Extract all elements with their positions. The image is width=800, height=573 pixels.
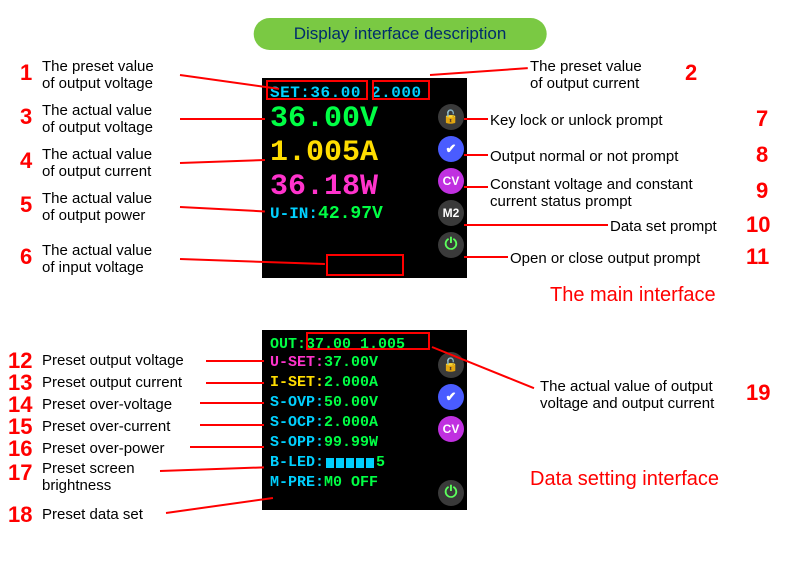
leader-15 xyxy=(200,424,264,426)
num-19: 19 xyxy=(746,380,770,406)
uin-label: U-IN: xyxy=(270,205,318,223)
out-voltage: 37.00 xyxy=(306,336,351,353)
num-16: 16 xyxy=(8,436,32,462)
iset-label: I-SET: xyxy=(270,373,324,393)
num-6: 6 xyxy=(20,244,32,270)
num-9: 9 xyxy=(756,178,768,204)
actual-power: 36.18W xyxy=(270,170,461,204)
num-5: 5 xyxy=(20,192,32,218)
socp-label: S-OCP: xyxy=(270,413,324,433)
iset-value: 2.000A xyxy=(324,373,378,393)
num-2: 2 xyxy=(685,60,697,86)
out-current: 1.005 xyxy=(360,336,405,353)
socp-value: 2.000A xyxy=(324,413,378,433)
out-label: OUT: xyxy=(270,336,306,353)
label-18: Preset data set xyxy=(42,506,143,523)
sopp-value: 99.99W xyxy=(324,433,378,453)
leader-18 xyxy=(166,497,273,514)
label-16: Preset over-power xyxy=(42,440,165,457)
m2-icon: M2 xyxy=(438,200,464,226)
num-1: 1 xyxy=(20,60,32,86)
uset-value: 37.00V xyxy=(324,353,378,373)
leader-3 xyxy=(180,118,265,120)
sovp-value: 50.00V xyxy=(324,393,378,413)
main-icons: 🔓 ✔ CV M2 ⏻ xyxy=(438,104,464,258)
leader-17 xyxy=(160,466,264,472)
leader-4 xyxy=(180,159,265,164)
label-13: Preset output current xyxy=(42,374,182,391)
leader-5 xyxy=(180,206,265,212)
leader-16 xyxy=(190,446,264,448)
set-current: 2.000 xyxy=(371,84,422,102)
actual-voltage: 36.00V xyxy=(270,102,461,136)
label-12: Preset output voltage xyxy=(42,352,184,369)
actual-current: 1.005A xyxy=(270,136,461,170)
set-voltage: 36.00 xyxy=(310,84,361,102)
bled-value: 5 xyxy=(376,453,385,473)
sopp-label: S-OPP: xyxy=(270,433,324,453)
label-17: Preset screen brightness xyxy=(42,460,135,494)
section-main-title: The main interface xyxy=(550,284,716,307)
num-10: 10 xyxy=(746,212,770,238)
label-2: The preset value of output current xyxy=(530,58,642,92)
power-icon: ⏻ xyxy=(438,232,464,258)
lock-icon: 🔓 xyxy=(438,104,464,130)
cv-icon: CV xyxy=(438,168,464,194)
label-11: Open or close output prompt xyxy=(510,250,700,267)
bled-bar xyxy=(326,458,374,468)
num-17: 17 xyxy=(8,460,32,486)
leader-14 xyxy=(200,402,264,404)
leader-9 xyxy=(464,186,488,188)
check-icon: ✔ xyxy=(438,384,464,410)
leader-10 xyxy=(464,224,608,226)
gap xyxy=(351,336,360,353)
label-19: The actual value of output voltage and o… xyxy=(540,378,714,412)
num-18: 18 xyxy=(8,502,32,528)
label-4: The actual value of output current xyxy=(42,146,152,180)
leader-13 xyxy=(206,382,264,384)
mpre-value: M0 OFF xyxy=(324,473,378,493)
leader-11 xyxy=(464,256,508,258)
sovp-label: S-OVP: xyxy=(270,393,324,413)
label-15: Preset over-current xyxy=(42,418,170,435)
uin-value: 42.97V xyxy=(318,204,383,224)
leader-12 xyxy=(206,360,264,362)
leader-8 xyxy=(464,154,488,156)
num-4: 4 xyxy=(20,148,32,174)
label-5: The actual value of output power xyxy=(42,190,152,224)
label-6: The actual value of input voltage xyxy=(42,242,152,276)
check-icon: ✔ xyxy=(438,136,464,162)
page-title: Display interface description xyxy=(254,18,547,50)
gap xyxy=(361,84,371,102)
label-9: Constant voltage and constant current st… xyxy=(490,176,693,210)
power-icon: ⏻ xyxy=(438,480,464,506)
num-7: 7 xyxy=(756,106,768,132)
label-14: Preset over-voltage xyxy=(42,396,172,413)
label-3: The actual value of output voltage xyxy=(42,102,153,136)
label-10: Data set prompt xyxy=(610,218,717,235)
settings-lcd: OUT: 37.00 1.005 U-SET:37.00V I-SET:2.00… xyxy=(262,330,467,510)
num-8: 8 xyxy=(756,142,768,168)
label-1: The preset value of output voltage xyxy=(42,58,154,92)
label-7: Key lock or unlock prompt xyxy=(490,112,663,129)
cv-icon: CV xyxy=(438,416,464,442)
mpre-label: M-PRE: xyxy=(270,473,324,493)
num-11: 11 xyxy=(746,244,769,270)
label-8: Output normal or not prompt xyxy=(490,148,678,165)
bled-label: B-LED: xyxy=(270,453,324,473)
leader-7 xyxy=(464,118,488,120)
main-lcd: SET: 36.00 2.000 36.00V 1.005A 36.18W U-… xyxy=(262,78,467,278)
uset-label: U-SET: xyxy=(270,353,324,373)
leader-2 xyxy=(430,67,528,76)
num-3: 3 xyxy=(20,104,32,130)
settings-icons: 🔓 ✔ CV ⏻ xyxy=(438,352,464,506)
section-set-title: Data setting interface xyxy=(530,468,719,491)
